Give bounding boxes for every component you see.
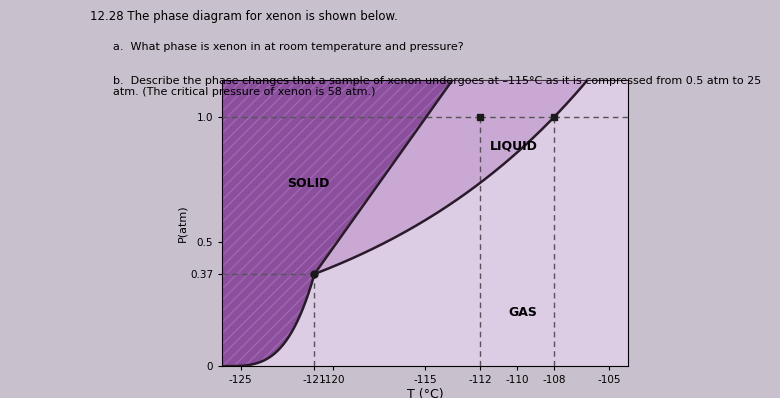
Text: a.  What phase is xenon in at room temperature and pressure?: a. What phase is xenon in at room temper…	[113, 42, 464, 52]
Polygon shape	[314, 28, 628, 274]
Text: 12.28 The phase diagram for xenon is shown below.: 12.28 The phase diagram for xenon is sho…	[90, 10, 398, 23]
Text: LIQUID: LIQUID	[490, 139, 537, 152]
Y-axis label: P(atm): P(atm)	[177, 204, 187, 242]
Text: SOLID: SOLID	[287, 177, 329, 190]
Polygon shape	[222, 80, 628, 366]
X-axis label: T (°C): T (°C)	[407, 388, 443, 398]
Text: b.  Describe the phase changes that a sample of xenon undergoes at –115°C as it : b. Describe the phase changes that a sam…	[113, 76, 761, 97]
Text: GAS: GAS	[508, 306, 537, 319]
